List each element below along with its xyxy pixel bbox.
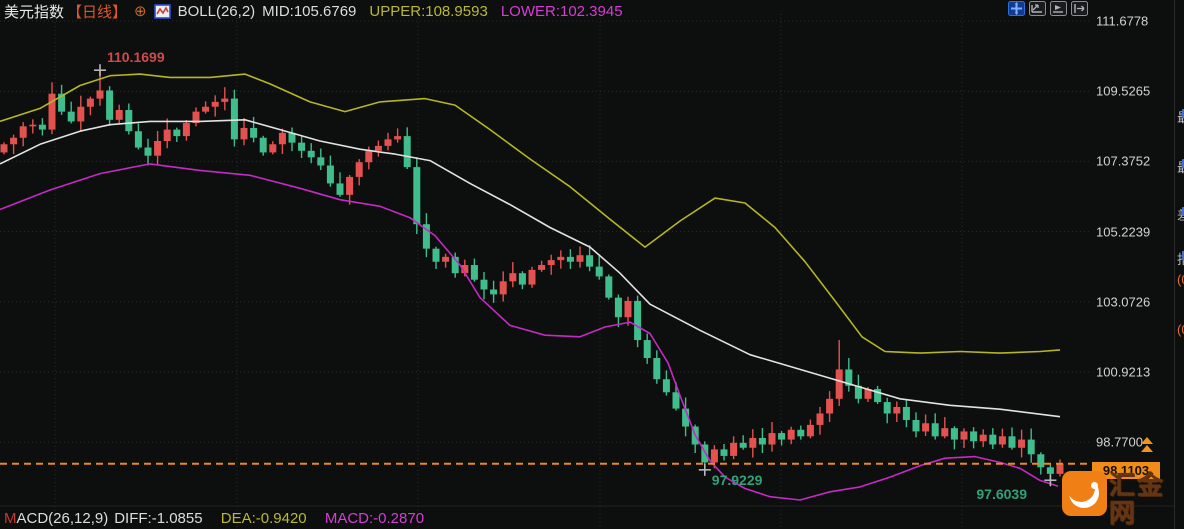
clipped-text-fragment: (0 — [1177, 272, 1184, 287]
macd-diff-value: DIFF:-1.0855 — [114, 510, 203, 527]
symbol-name: 美元指数 — [4, 3, 65, 21]
price-axis-tick: 100.9213 — [1096, 364, 1151, 380]
clipped-highlight — [1182, 109, 1184, 118]
clipped-highlight — [1182, 207, 1184, 216]
clipped-text-fragment: (0 — [1177, 322, 1184, 337]
price-axis-tick: 109.5265 — [1096, 83, 1151, 99]
low-price-annotation-1: 97.9229 — [711, 471, 763, 488]
clipped-highlight — [1182, 251, 1184, 260]
boll-label: BOLL(26,2) — [177, 2, 256, 20]
logo-site-name: 汇金网 — [1109, 470, 1166, 528]
chart-toolbar — [1007, 1, 1088, 16]
clipped-text-fragment: 最 — [1177, 157, 1184, 176]
boll-lower-value: LOWER:102.3945 — [500, 2, 623, 20]
macd-label-prefix: M — [4, 510, 17, 527]
macd-header: MACD(26,12,9) DIFF:-1.0855 DEA:-0.9420 MA… — [4, 510, 424, 527]
chart-header: 美元指数 【日线】 ⊕ BOLL(26,2) MID:105.6769 UPPE… — [4, 2, 623, 21]
circle-plus-icon[interactable]: ⊕ — [134, 2, 147, 20]
huijin-logo-icon — [1062, 471, 1107, 516]
crosshair-icon[interactable] — [1007, 1, 1025, 16]
period-tag[interactable]: 【日线】 — [67, 3, 128, 21]
panel-dock-left-icon[interactable] — [1028, 1, 1046, 16]
last-price-badge: 98.1103 — [1092, 462, 1160, 479]
scroll-to-latest-icon[interactable] — [1141, 437, 1153, 453]
mini-chart-icon[interactable] — [153, 3, 171, 19]
panel-exit-icon[interactable] — [1070, 1, 1088, 16]
price-axis-tick: 111.6778 — [1096, 13, 1149, 29]
low-price-annotation-2: 97.6039 — [976, 486, 1027, 503]
boll-mid-value: MID:105.6769 — [262, 2, 357, 20]
clipped-highlight — [1182, 159, 1184, 168]
right-edge-strip: 最最差指(0(0 — [1174, 0, 1184, 529]
macd-label: ACD(26,12,9) — [16, 510, 109, 527]
huijin-watermark-logo: 汇金网 www.gold678.com — [1062, 471, 1184, 529]
macd-dea-value: DEA:-0.9420 — [220, 510, 307, 527]
boll-upper-value: UPPER:108.9593 — [369, 2, 488, 20]
price-axis-tick: 107.3752 — [1096, 153, 1151, 169]
price-axis-tick: 105.2239 — [1096, 224, 1151, 240]
clipped-text-fragment: 指 — [1177, 249, 1184, 268]
price-axis-tick: 103.0726 — [1096, 294, 1151, 310]
price-axis-tick: 98.7700 — [1096, 434, 1143, 450]
high-price-annotation: 110.1699 — [107, 49, 165, 66]
panel-dock-right-icon[interactable] — [1049, 1, 1067, 16]
clipped-text-fragment: 差 — [1177, 205, 1184, 224]
clipped-text-fragment: 最 — [1177, 107, 1184, 126]
macd-value: MACD:-0.2870 — [324, 510, 425, 527]
